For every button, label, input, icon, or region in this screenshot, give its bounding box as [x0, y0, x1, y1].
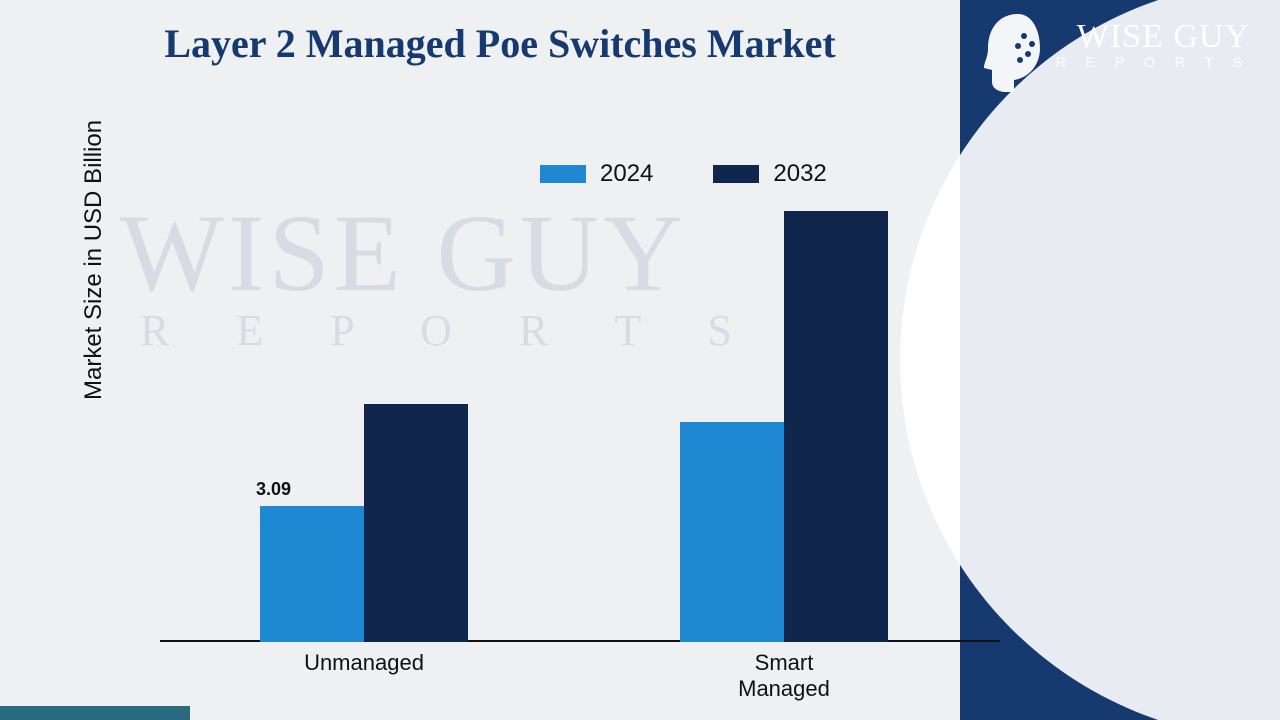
legend: 2024 2032: [540, 160, 827, 188]
brand-logo: WISE GUY R E P O R T S: [1056, 18, 1250, 70]
bar-2024: [680, 422, 784, 642]
bar-2032: [784, 211, 888, 642]
legend-swatch-2024: [540, 165, 586, 183]
legend-label-2032: 2032: [773, 160, 826, 188]
x-axis-labels: Unmanaged SmartManaged: [160, 646, 1000, 700]
x-tick-label: Unmanaged: [264, 650, 464, 676]
footer-accent-bar: [0, 706, 190, 720]
chart-canvas: WISE GUY R E P O R T S Layer 2 Managed P…: [0, 0, 1280, 720]
legend-label-2024: 2024: [600, 160, 653, 188]
plot-area: 3.09: [160, 202, 1000, 642]
legend-item-2024: 2024: [540, 160, 653, 188]
x-tick-label: SmartManaged: [684, 650, 884, 702]
legend-swatch-2032: [713, 165, 759, 183]
bar-2024: [260, 506, 364, 642]
y-axis-label: Market Size in USD Billion: [80, 120, 108, 400]
bar-2032: [364, 404, 468, 642]
chart-title: Layer 2 Managed Poe Switches Market: [60, 20, 940, 67]
brain-head-icon: [980, 8, 1050, 98]
brand-logo-sub: R E P O R T S: [1056, 54, 1250, 70]
brand-logo-main: WISE GUY: [1056, 18, 1250, 56]
legend-item-2032: 2032: [713, 160, 826, 188]
bar-value-label: 3.09: [256, 479, 291, 500]
